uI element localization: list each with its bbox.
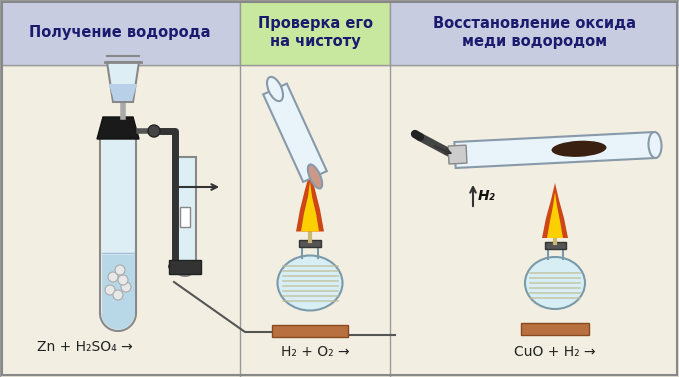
Polygon shape [542, 183, 568, 238]
Circle shape [108, 272, 118, 282]
Ellipse shape [308, 164, 322, 188]
Text: Получение водорода: Получение водорода [29, 25, 210, 40]
Ellipse shape [278, 256, 342, 311]
Bar [545, 242, 566, 249]
Bar [448, 145, 467, 164]
Text: Zn + H₂SO₄ →: Zn + H₂SO₄ → [37, 340, 133, 354]
Polygon shape [107, 62, 139, 102]
Bar [101, 137, 134, 315]
Polygon shape [454, 132, 656, 168]
Bar [0, 65, 679, 377]
Bar [390, 0, 679, 65]
Bar [101, 255, 134, 315]
Wedge shape [101, 313, 134, 329]
Circle shape [105, 285, 115, 295]
Bar [169, 260, 201, 274]
Polygon shape [301, 181, 319, 231]
Bar [240, 0, 390, 65]
Bar [272, 325, 348, 337]
Ellipse shape [551, 141, 606, 157]
Polygon shape [547, 192, 563, 238]
Circle shape [113, 290, 123, 300]
Ellipse shape [648, 132, 661, 158]
Bar [0, 0, 240, 65]
Ellipse shape [525, 257, 585, 309]
Circle shape [148, 125, 160, 137]
Polygon shape [109, 84, 137, 101]
Text: Проверка его
на чистоту: Проверка его на чистоту [257, 16, 373, 49]
Circle shape [121, 282, 131, 292]
Text: CuO + H₂ →: CuO + H₂ → [514, 345, 595, 359]
Wedge shape [175, 265, 194, 274]
Bar [180, 207, 190, 227]
Polygon shape [97, 117, 139, 139]
Bar [521, 323, 589, 335]
Bar [299, 239, 321, 247]
Circle shape [115, 265, 125, 275]
Text: H₂ + O₂ →: H₂ + O₂ → [280, 345, 349, 359]
Circle shape [118, 275, 128, 285]
Polygon shape [296, 172, 324, 231]
Polygon shape [263, 84, 327, 182]
Text: Восстановление оксида
меди водородом: Восстановление оксида меди водородом [433, 16, 636, 49]
Ellipse shape [267, 77, 283, 101]
Bar [175, 157, 194, 267]
Wedge shape [101, 313, 134, 329]
Text: H₂: H₂ [478, 189, 496, 203]
